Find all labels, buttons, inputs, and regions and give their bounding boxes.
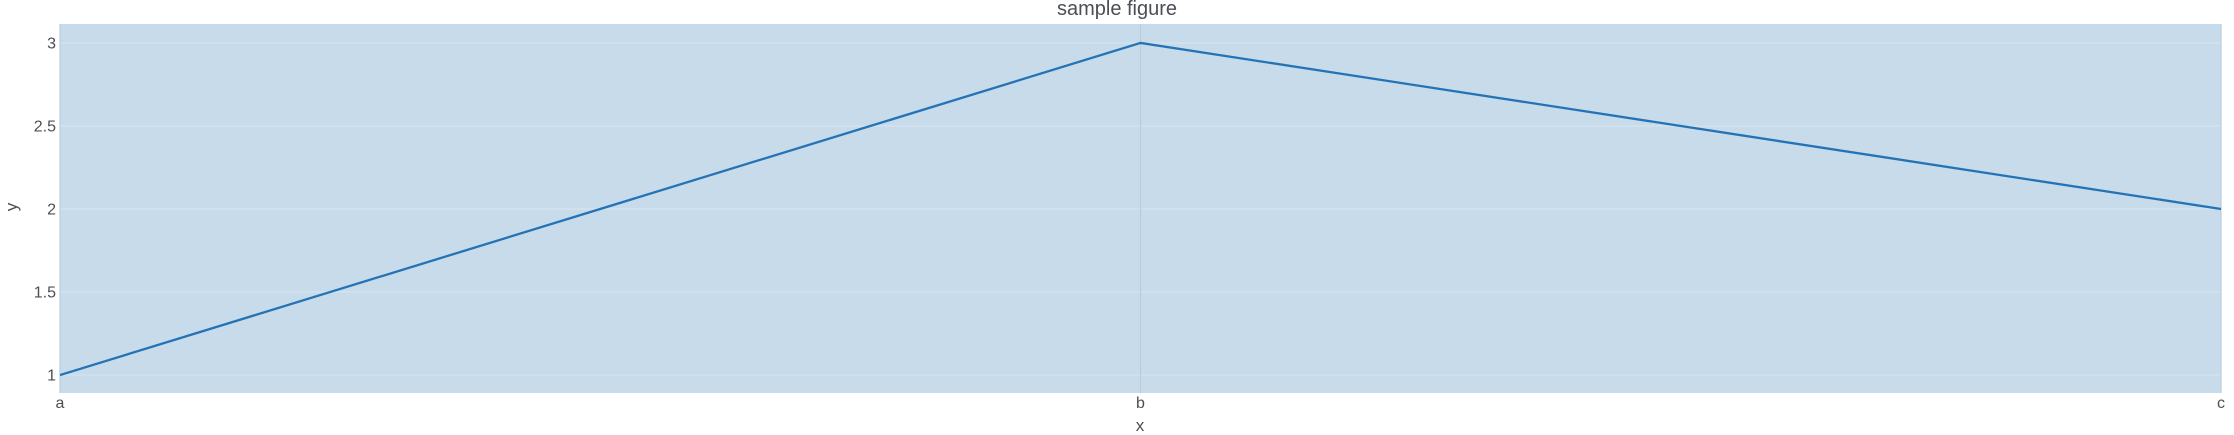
y-axis-title: y bbox=[2, 202, 21, 211]
y-tick-label: 1.5 bbox=[34, 285, 56, 302]
y-tick-label: 1 bbox=[47, 368, 56, 385]
y-tick-label: 2.5 bbox=[34, 118, 56, 135]
chart-title: sample figure bbox=[1057, 0, 1177, 20]
x-tick-label: c bbox=[2217, 395, 2225, 412]
y-tick-label: 2 bbox=[47, 201, 56, 218]
x-tick-label: b bbox=[1136, 395, 1145, 412]
series-line bbox=[59, 41, 2222, 377]
x-tick-label: a bbox=[56, 395, 65, 412]
x-axis-title: x bbox=[1136, 416, 1145, 435]
y-tick-label: 3 bbox=[47, 35, 56, 52]
